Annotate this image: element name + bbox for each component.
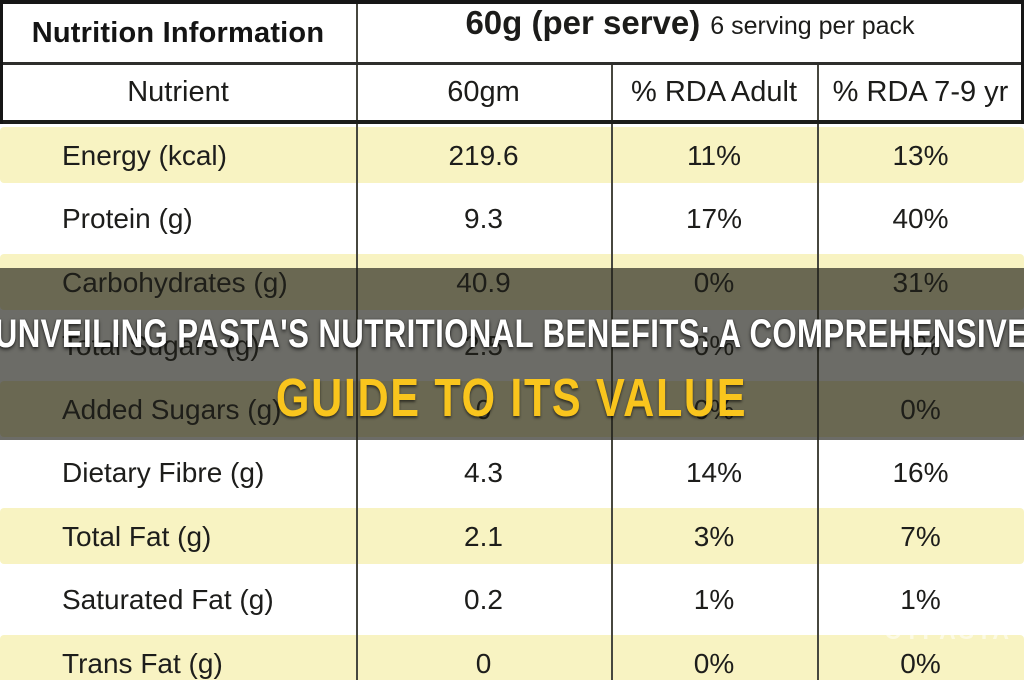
article-title-line1: UNVEILING PASTA'S NUTRITIONAL BENEFITS: … bbox=[0, 312, 1024, 356]
table-left-border bbox=[0, 0, 3, 124]
row-stripe bbox=[0, 508, 1024, 564]
column-header-rda-adult: % RDA Adult bbox=[630, 76, 798, 108]
amount-value: 0 bbox=[475, 647, 492, 679]
rda-adult-value: 1% bbox=[693, 584, 735, 616]
amount-value: 9.3 bbox=[464, 203, 503, 235]
nutrient-name: Total Fat (g) bbox=[62, 520, 212, 552]
column-header-amount: 60gm bbox=[447, 76, 520, 108]
table-row: Dietary Fibre (g) 4.3 14% 16% bbox=[0, 442, 1024, 506]
header2-divider bbox=[0, 120, 1024, 124]
table-row: Total Fat (g) 2.1 3% 7% bbox=[0, 505, 1024, 569]
rda-child-value: 40% bbox=[892, 203, 949, 235]
site-watermark: CYPASTA bbox=[884, 618, 1012, 644]
nutrient-name: Dietary Fibre (g) bbox=[62, 457, 265, 489]
amount-value: 0.2 bbox=[464, 584, 503, 616]
column-header-rda-child: % RDA 7-9 yr bbox=[832, 76, 1009, 108]
nutrient-name: Protein (g) bbox=[62, 203, 193, 235]
row-stripe bbox=[0, 127, 1024, 183]
rda-child-value: 0% bbox=[900, 647, 941, 679]
table-right-border bbox=[1021, 0, 1024, 124]
servings-note: 6 serving per pack bbox=[710, 12, 915, 40]
rda-child-value: 1% bbox=[900, 584, 941, 616]
title-banner-overlay: UNVEILING PASTA'S NUTRITIONAL BENEFITS: … bbox=[0, 268, 1024, 440]
header1-divider bbox=[0, 62, 1024, 65]
amount-value: 4.3 bbox=[464, 457, 503, 489]
rda-child-value: 16% bbox=[892, 457, 949, 489]
amount-value: 2.1 bbox=[464, 520, 503, 552]
serving-info-cell: 60g (per serve) 6 serving per pack bbox=[356, 4, 1024, 62]
table-row: Trans Fat (g) 0 0% 0% bbox=[0, 632, 1024, 680]
rda-adult-value: 17% bbox=[685, 203, 743, 235]
rda-adult-value: 3% bbox=[693, 520, 735, 552]
table-row: Saturated Fat (g) 0.2 1% 1% bbox=[0, 569, 1024, 633]
rda-adult-value: 14% bbox=[685, 457, 743, 489]
table-title-cell: Nutrition Information bbox=[0, 4, 356, 62]
serve-size: 60g (per serve) bbox=[465, 4, 701, 41]
rda-adult-value: 0% bbox=[693, 647, 735, 679]
amount-value: 219.6 bbox=[448, 139, 519, 171]
table-header-row: Nutrition Information 60g (per serve) 6 … bbox=[0, 4, 1024, 62]
nutrient-name: Trans Fat (g) bbox=[62, 647, 223, 679]
table-top-border bbox=[0, 0, 1024, 4]
column-header-nutrient: Nutrient bbox=[127, 76, 229, 108]
nutrient-name: Saturated Fat (g) bbox=[62, 584, 274, 616]
row-stripe bbox=[0, 635, 1024, 680]
rda-child-value: 13% bbox=[892, 139, 949, 171]
article-title-line2: GUIDE TO ITS VALUE bbox=[276, 368, 748, 428]
table-title: Nutrition Information bbox=[31, 16, 325, 49]
column-header-row: Nutrient 60gm % RDA Adult % RDA 7-9 yr bbox=[0, 65, 1024, 120]
nutrient-name: Energy (kcal) bbox=[62, 139, 227, 171]
rda-adult-value: 11% bbox=[687, 139, 741, 171]
table-row: Protein (g) 9.3 17% 40% bbox=[0, 188, 1024, 252]
table-row: Energy (kcal) 219.6 11% 13% bbox=[0, 124, 1024, 188]
rda-child-value: 7% bbox=[900, 520, 941, 552]
